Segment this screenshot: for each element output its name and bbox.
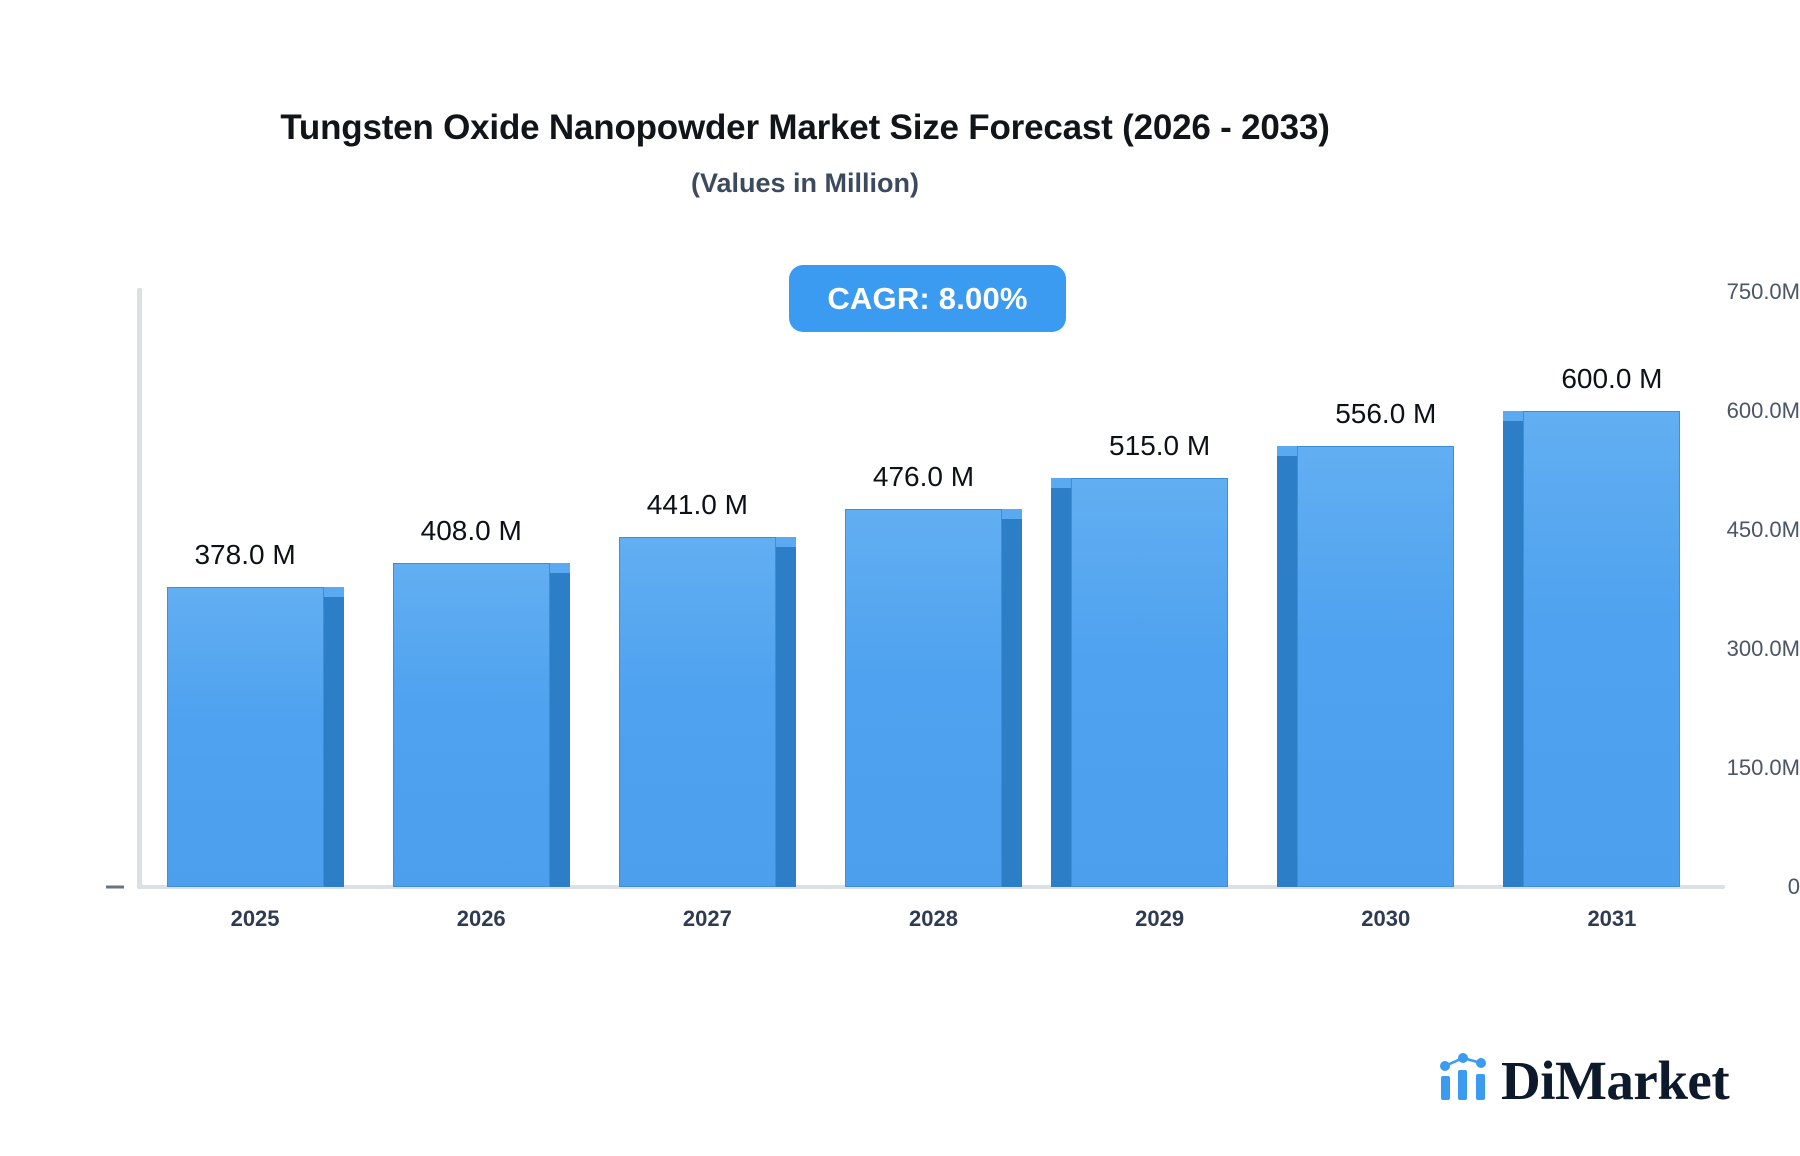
chart-title: Tungsten Oxide Nanopowder Market Size Fo… (280, 108, 1330, 147)
bar (166, 587, 344, 887)
bar (1051, 478, 1229, 887)
bar-front-face (1297, 445, 1455, 887)
bar-value-label: 408.0 M (420, 515, 522, 547)
bar-front-face (845, 509, 1002, 887)
bar (845, 509, 1022, 887)
bar-top-face (775, 537, 796, 548)
y-axis-tick-label: 450.0M (1726, 517, 1800, 542)
bar-side-face (1503, 421, 1524, 887)
y-axis-tick-label: 600.0M (1726, 398, 1800, 423)
bar-value-label: 378.0 M (194, 539, 296, 571)
x-axis-tick-label: 2025 (230, 906, 280, 931)
bar-front-face (166, 587, 324, 887)
bar-value-label: 515.0 M (1109, 430, 1211, 462)
bar-top-face (549, 563, 570, 574)
y-axis-line (137, 288, 142, 889)
y-axis-tick-label: 0 (1787, 874, 1800, 899)
bar-front-face (1523, 411, 1681, 887)
bar (618, 537, 796, 887)
brand-name: DiMarket (1501, 1050, 1730, 1111)
bar-side-face (1051, 488, 1072, 887)
bar-side-face (1002, 519, 1022, 887)
x-axis-tick-label: 2031 (1587, 906, 1637, 931)
x-axis-line (137, 885, 1725, 889)
x-axis-tick-label: 2029 (1135, 906, 1185, 931)
y-axis-tick-label: 750.0M (1726, 279, 1800, 304)
bar-top-face (1051, 478, 1072, 489)
bar-side-face (323, 597, 344, 887)
bar (1503, 411, 1681, 887)
cagr-badge-label: CAGR: 8.00% (827, 280, 1028, 316)
y-axis-tick-mark (106, 885, 124, 889)
bar-value-label: 441.0 M (646, 489, 748, 521)
chart-subtitle: (Values in Million) (690, 168, 920, 198)
bar-top-face (1503, 411, 1524, 421)
bar-chart-icon (1437, 1052, 1489, 1109)
bar-front-face (1071, 478, 1229, 887)
brand-logo: DiMarket (1437, 1050, 1730, 1111)
bar-side-face (775, 547, 796, 887)
y-axis-tick-label: 300.0M (1726, 636, 1800, 661)
x-axis-tick-label: 2028 (909, 906, 958, 931)
x-axis-tick-label: 2026 (456, 906, 506, 931)
bar-value-label: 556.0 M (1335, 397, 1437, 429)
bar-value-label: 600.0 M (1561, 363, 1663, 394)
bar-top-face (1002, 509, 1022, 520)
y-axis-tick-label: 150.0M (1726, 755, 1800, 780)
x-axis-tick-label: 2030 (1361, 906, 1411, 931)
bar-front-face (618, 537, 776, 887)
x-axis-tick-label: 2027 (682, 906, 732, 931)
bar-top-face (323, 587, 344, 598)
bar (392, 563, 570, 887)
bar-top-face (1277, 445, 1298, 456)
bar (1277, 445, 1455, 887)
bar-side-face (1277, 455, 1298, 887)
bar-front-face (392, 563, 550, 887)
bar-value-label: 476.0 M (872, 461, 975, 493)
bar-side-face (549, 573, 570, 887)
cagr-badge: CAGR: 8.00% (789, 265, 1066, 332)
